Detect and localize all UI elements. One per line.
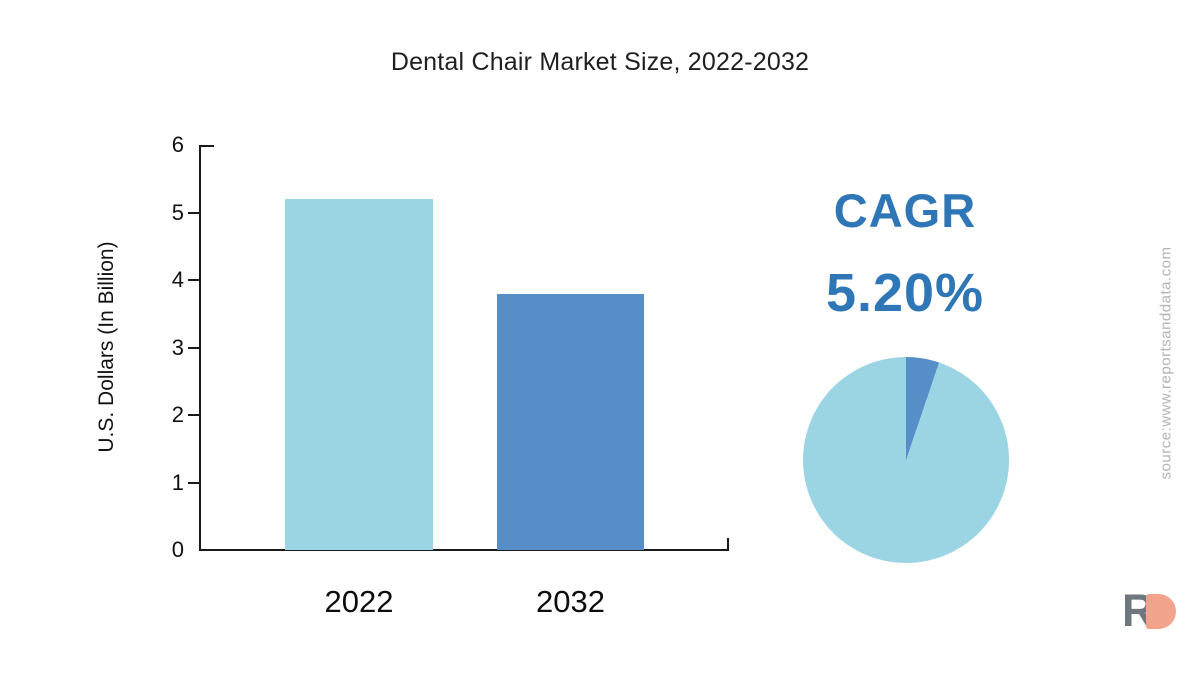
y-axis-label: U.S. Dollars (In Billion)	[95, 241, 118, 453]
logo-letter-d-shape	[1145, 593, 1176, 629]
cagr-pie-chart	[803, 357, 1009, 563]
source-attribution: source:www.reportsanddata.com	[1157, 246, 1175, 480]
x-category-label-2022: 2022	[324, 584, 394, 619]
cagr-label: CAGR	[833, 184, 977, 237]
y-tick-label-2: 2	[171, 402, 184, 427]
x-category-label-2032: 2032	[536, 584, 605, 619]
y-tick-label-0: 0	[171, 537, 184, 562]
y-tick-mark-4	[188, 279, 199, 281]
y-tick-label-6: 6	[171, 132, 184, 157]
reportsanddata-logo: R	[1122, 588, 1176, 633]
x-axis-line	[199, 549, 729, 551]
y-tick-label-3: 3	[171, 334, 184, 360]
y-tick-label-1: 1	[171, 469, 184, 495]
chart-title: Dental Chair Market Size, 2022-2032	[390, 48, 810, 76]
x-axis-end-tick	[727, 538, 729, 550]
bar-2032	[497, 293, 644, 550]
y-tick-mark-1	[188, 481, 199, 484]
y-tick-label-5: 5	[171, 199, 184, 225]
cagr-value: 5.20%	[825, 263, 985, 323]
bar-2022	[285, 199, 433, 550]
y-tick-label-4: 4	[171, 267, 184, 292]
y-tick-mark-3	[188, 346, 199, 349]
y-axis-top-tick	[201, 145, 214, 147]
y-tick-mark-2	[188, 414, 199, 416]
y-tick-mark-5	[188, 211, 199, 214]
y-axis-line	[199, 145, 201, 551]
